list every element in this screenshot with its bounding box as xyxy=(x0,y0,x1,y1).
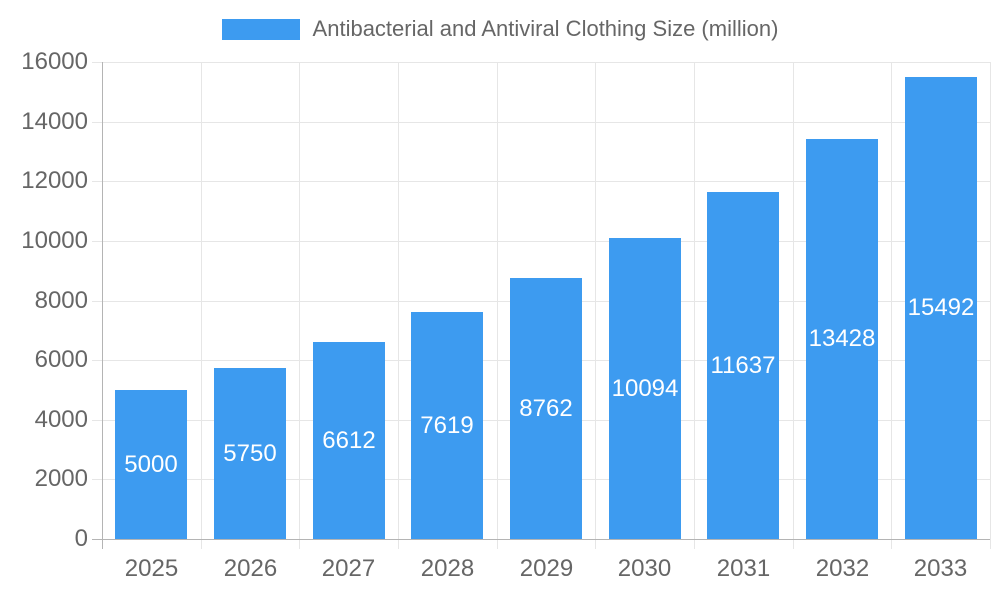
x-gridline xyxy=(497,62,498,549)
y-axis-tick-label: 2000 xyxy=(34,465,88,492)
x-gridline xyxy=(694,62,695,549)
bar-value-label: 15492 xyxy=(907,294,975,321)
x-axis-tick-label: 2030 xyxy=(617,555,672,582)
x-axis-line xyxy=(92,539,990,540)
y-axis-tick-label: 10000 xyxy=(21,227,88,254)
bar-2030[interactable]: 10094 xyxy=(609,238,681,539)
x-gridline xyxy=(398,62,399,549)
y-axis-tick-label: 0 xyxy=(74,525,88,552)
x-axis-tick-label: 2025 xyxy=(124,555,179,582)
y-axis-tick-label: 16000 xyxy=(21,48,88,75)
x-axis-tick-label: 2027 xyxy=(321,555,376,582)
bar-2027[interactable]: 6612 xyxy=(313,342,385,539)
x-axis-tick-label: 2031 xyxy=(716,555,771,582)
bar-2025[interactable]: 5000 xyxy=(115,390,187,539)
bar-2029[interactable]: 8762 xyxy=(510,278,582,539)
x-gridline xyxy=(595,62,596,549)
bar-value-label: 5750 xyxy=(223,439,277,467)
x-axis-tick-label: 2028 xyxy=(420,555,475,582)
bar-value-label: 5000 xyxy=(124,450,178,478)
bar-2028[interactable]: 7619 xyxy=(411,312,483,539)
bar-2032[interactable]: 13428 xyxy=(806,139,878,539)
bar-value-label: 8762 xyxy=(519,394,573,422)
bar-2033[interactable]: 15492 xyxy=(905,77,977,539)
legend-label: Antibacterial and Antiviral Clothing Siz… xyxy=(312,16,779,41)
y-axis-tick-label: 4000 xyxy=(34,406,88,433)
y-axis-tick-label: 8000 xyxy=(34,287,88,314)
bar-value-label: 13428 xyxy=(808,325,876,352)
x-gridline xyxy=(201,62,202,549)
bar-2026[interactable]: 5750 xyxy=(214,368,286,539)
x-axis-tick-label: 2033 xyxy=(913,555,968,582)
bar-value-label: 7619 xyxy=(420,411,474,439)
bar-value-label: 6612 xyxy=(322,426,376,454)
x-gridline xyxy=(299,62,300,549)
y-axis-tick-label: 6000 xyxy=(34,346,88,373)
x-axis-tick-label: 2032 xyxy=(815,555,870,582)
y-gridline xyxy=(92,122,990,123)
x-gridline xyxy=(990,62,991,549)
y-gridline xyxy=(92,181,990,182)
x-gridline xyxy=(891,62,892,549)
y-gridline xyxy=(92,62,990,63)
y-axis-tick-label: 12000 xyxy=(21,167,88,194)
bar-value-label: 11637 xyxy=(710,351,776,379)
y-gridline xyxy=(92,241,990,242)
legend-swatch xyxy=(221,18,300,40)
x-gridline xyxy=(793,62,794,549)
x-axis-tick-label: 2029 xyxy=(519,555,574,582)
bar-2031[interactable]: 11637 xyxy=(707,192,779,539)
y-axis-line xyxy=(102,62,103,549)
bar-value-label: 10094 xyxy=(611,374,679,402)
x-axis-tick-label: 2026 xyxy=(223,555,278,582)
y-axis-tick-label: 14000 xyxy=(21,108,88,135)
chart-legend[interactable]: Antibacterial and Antiviral Clothing Siz… xyxy=(0,16,1000,42)
